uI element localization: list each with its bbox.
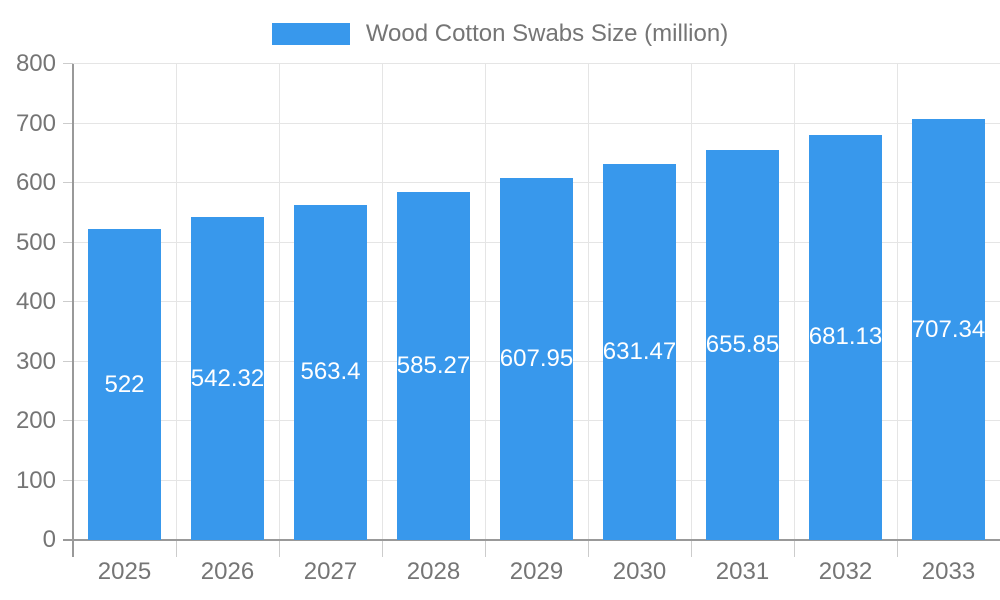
x-axis-tick: [793, 540, 795, 557]
y-axis-tick: [63, 241, 73, 243]
bar-value-label: 607.95: [499, 345, 574, 373]
bar[interactable]: 707.34: [912, 119, 985, 540]
x-axis-tick: [175, 540, 177, 557]
legend-label: Wood Cotton Swabs Size (million): [365, 20, 729, 47]
y-axis-line: [72, 64, 74, 557]
bar-value-label: 681.13: [808, 323, 883, 351]
bar-value-label: 542.32: [190, 364, 265, 392]
gridline-vertical: [690, 64, 692, 540]
gridline-vertical: [381, 64, 383, 540]
x-axis-tick: [484, 540, 486, 557]
bar[interactable]: 655.85: [705, 149, 780, 540]
x-axis-label: 2033: [921, 558, 976, 585]
bar[interactable]: 522: [88, 229, 161, 540]
y-axis-tick: [63, 182, 73, 183]
x-axis-line: [63, 539, 1000, 541]
gridline-vertical: [793, 64, 795, 540]
bar[interactable]: 607.95: [500, 178, 573, 540]
x-axis-label: 2031: [715, 558, 770, 585]
x-axis-label: 2028: [406, 558, 461, 585]
x-axis-tick: [278, 540, 280, 557]
bar[interactable]: 563.4: [294, 204, 367, 540]
y-axis-label: 100: [15, 466, 56, 494]
gridline-horizontal: [73, 122, 1000, 124]
bar-value-label: 563.4: [300, 358, 361, 386]
gridline-horizontal: [73, 63, 1000, 64]
y-axis-label: 700: [15, 109, 56, 137]
bar-value-label: 707.34: [911, 315, 986, 343]
bar-value-label: 655.85: [705, 330, 780, 358]
x-axis-tick: [896, 540, 898, 557]
bar[interactable]: 585.27: [396, 191, 471, 540]
bar-value-label: 631.47: [602, 338, 677, 366]
y-axis-label: 600: [15, 169, 56, 196]
gridline-vertical: [896, 64, 898, 540]
y-axis-label: 400: [15, 288, 56, 315]
y-axis-label: 300: [15, 347, 56, 375]
x-axis-tick: [381, 540, 383, 557]
y-axis-tick: [63, 122, 73, 124]
y-axis-tick: [63, 360, 73, 362]
legend: Wood Cotton Swabs Size (million): [0, 20, 1000, 48]
x-axis-label: 2032: [818, 558, 873, 585]
x-axis-label: 2029: [509, 558, 564, 585]
bar[interactable]: 631.47: [603, 164, 676, 540]
bar-value-label: 585.27: [396, 351, 471, 379]
legend-item[interactable]: Wood Cotton Swabs Size (million): [271, 20, 729, 48]
y-axis-label: 200: [15, 407, 56, 434]
legend-swatch: [271, 23, 350, 45]
y-axis-tick: [63, 301, 73, 302]
y-axis-tick: [63, 420, 73, 421]
y-axis-label: 500: [15, 228, 56, 256]
y-axis-tick: [63, 63, 73, 64]
gridline-vertical: [175, 64, 177, 540]
y-axis-label: 800: [15, 50, 56, 77]
x-axis-tick: [587, 540, 589, 557]
bar[interactable]: 542.32: [191, 217, 264, 540]
gridline-vertical: [484, 64, 486, 540]
gridline-vertical: [278, 64, 280, 540]
x-axis-label: 2027: [303, 558, 358, 585]
x-axis-tick: [690, 540, 692, 557]
bar[interactable]: 681.13: [808, 134, 883, 540]
y-axis-label: 0: [42, 526, 56, 553]
x-axis-label: 2030: [612, 558, 667, 585]
y-axis-tick: [63, 479, 73, 481]
x-axis-label: 2026: [200, 558, 255, 585]
x-axis-label: 2025: [97, 558, 152, 585]
bar-value-label: 522: [104, 370, 145, 398]
gridline-vertical: [587, 64, 589, 540]
